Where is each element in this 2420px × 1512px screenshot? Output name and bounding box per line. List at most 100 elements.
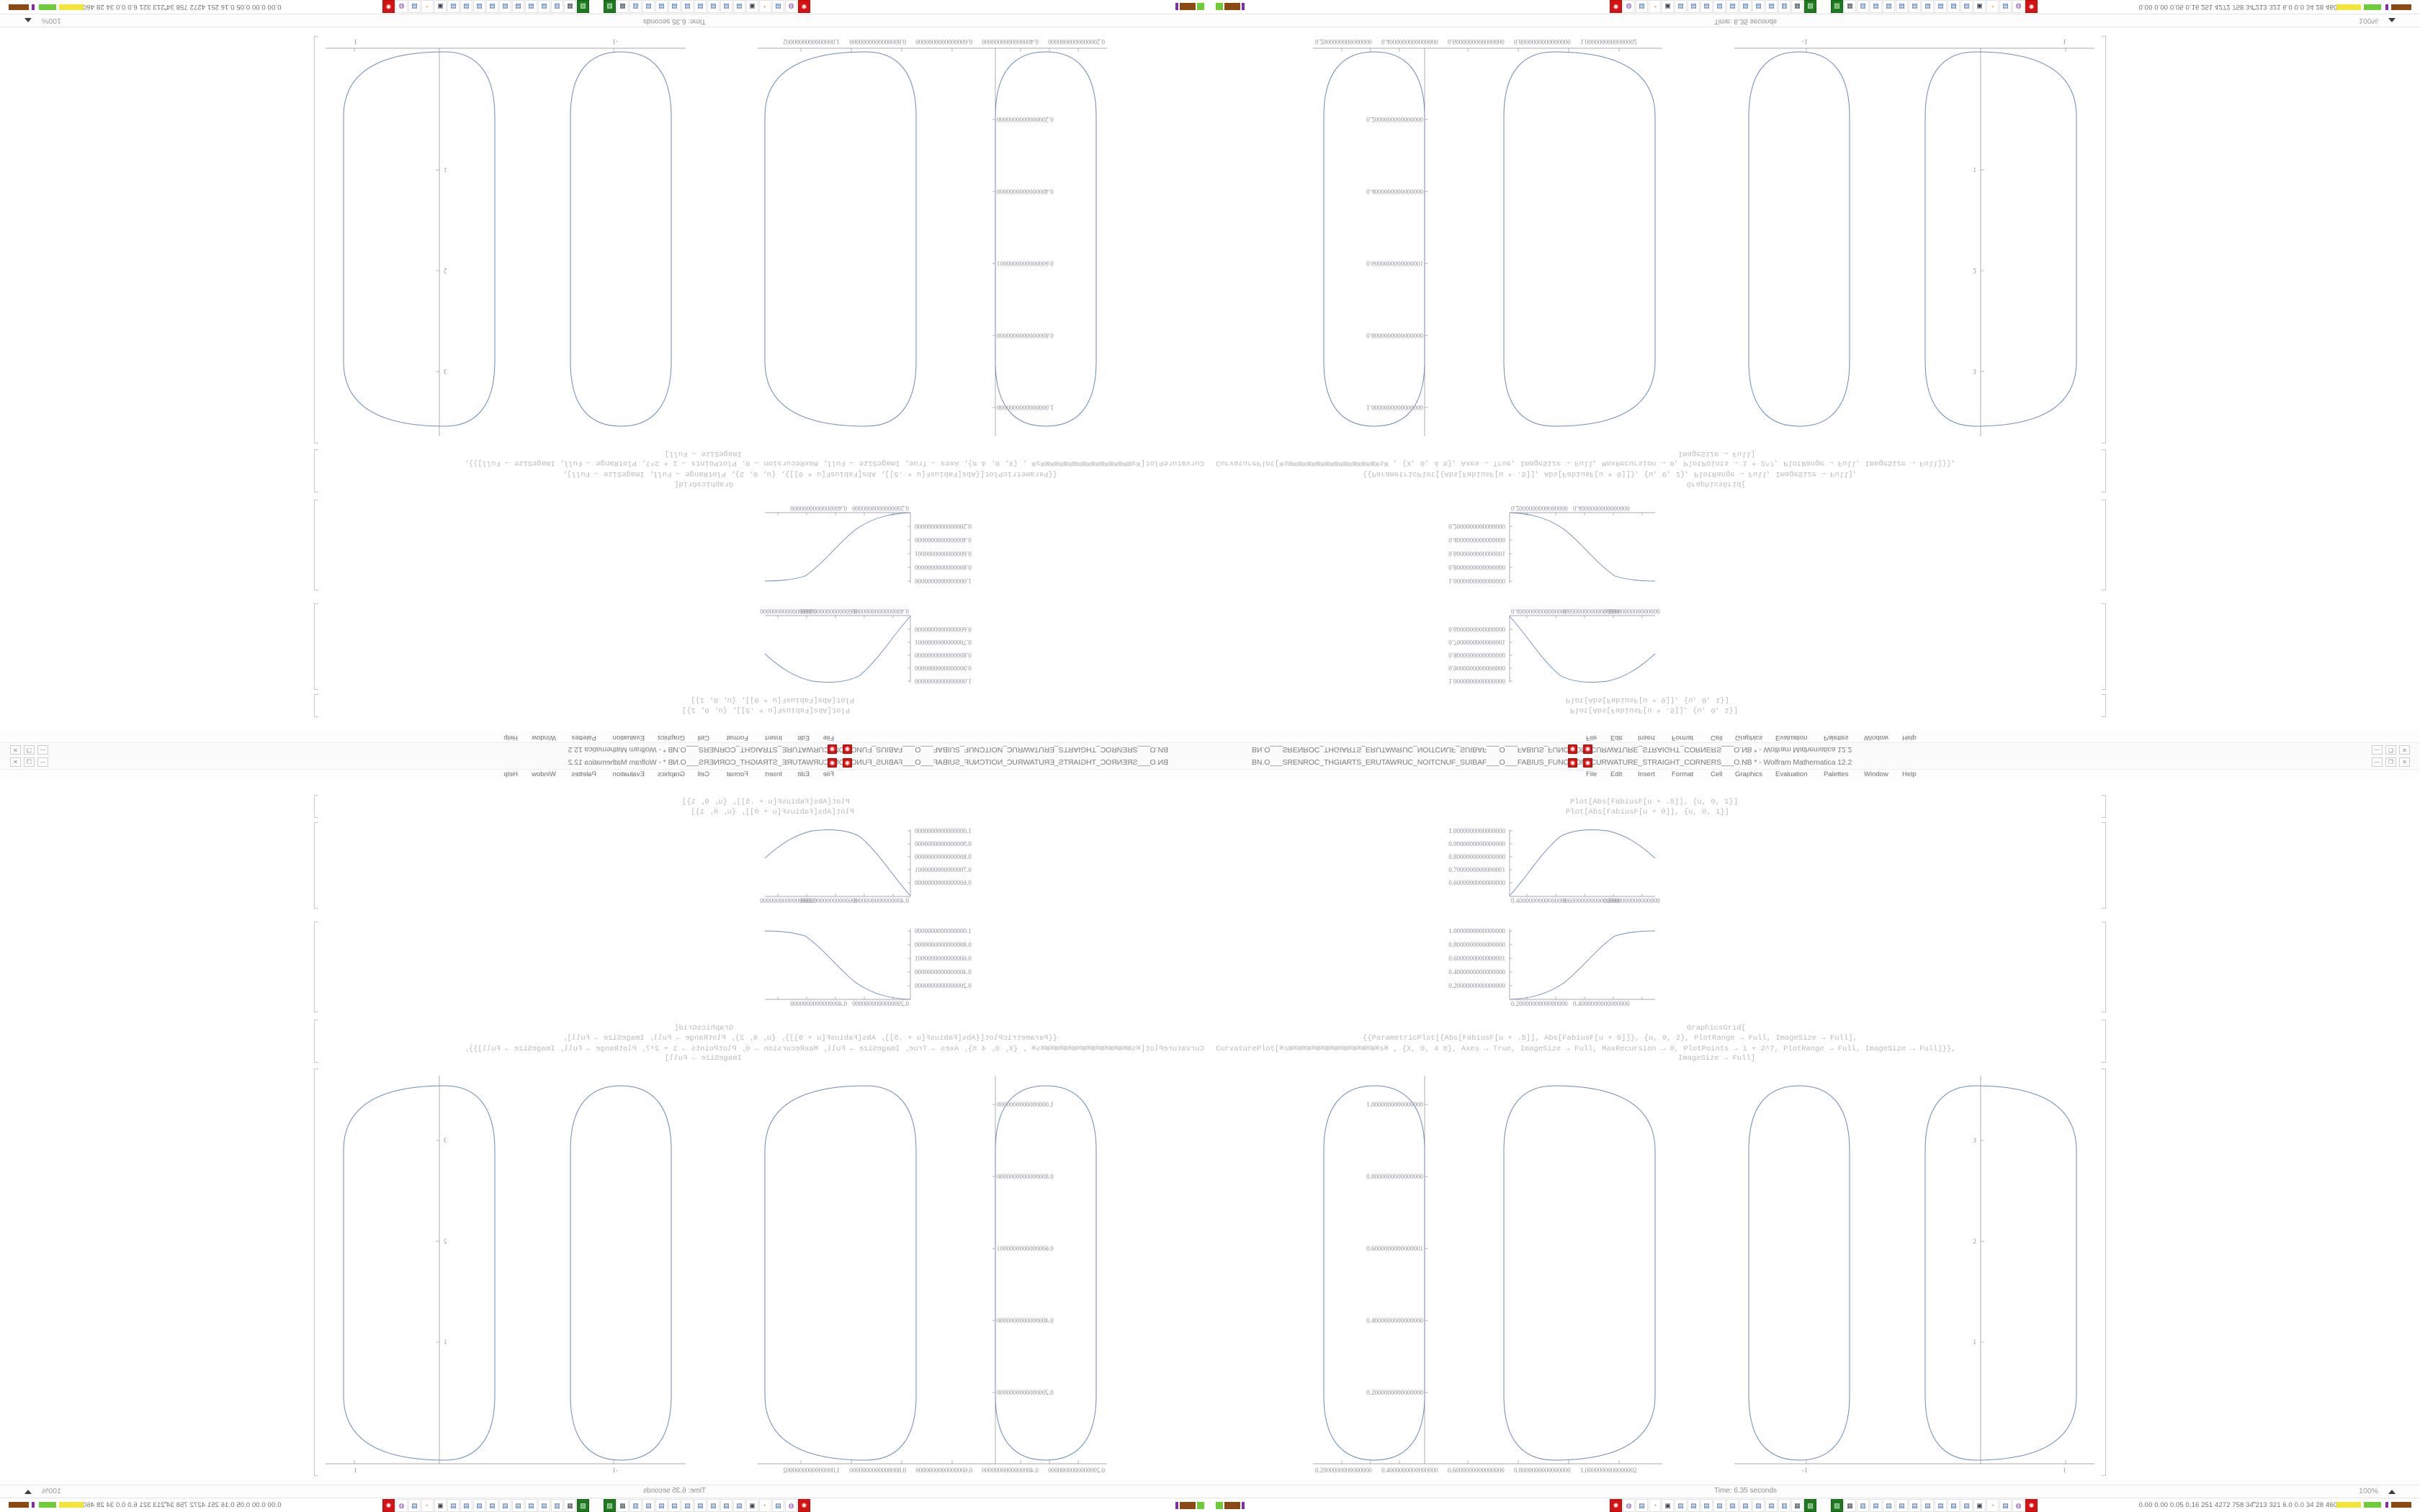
zoom-level[interactable]: 100% [2359,17,2378,25]
taskbar-icon-notebook-3[interactable]: ▤ [460,0,472,13]
kernel-quit-button[interactable]: ✺ [1583,758,1592,768]
input-graphicsgrid-line2[interactable]: CurvaturePlot[⌘s⊠⌘⊠⌘⊠⌘⊠⌘⊠⌘⊠⌘⊠⌘⊠⌘⊠⌘⊠⌘s⌘ ,… [464,1045,1204,1053]
taskbar-icon-wolfram[interactable]: ✺ [1610,1499,1622,1512]
input-line-plot-half[interactable]: Plot[Abs[FabiusF[u + .5]], {u, 0, 1}] [1570,706,1739,714]
taskbar-icon-notebook-9[interactable]: ▤ [642,0,655,13]
taskbar-icon-player[interactable]: ◍ [2012,1499,2025,1512]
notebook-body[interactable]: Plot[Abs[FabiusF[u + .5]], {u, 0, 1}] Pl… [1210,0,2420,732]
taskbar[interactable]: ✺ ◍ ▤ ◔ ▣ ▤ ▤ ▤ ▤ ▤ ▤ ▤ ▤ ▥ ▦ ▧ ▧ ▦ ▥ ▤ ▤ ▤ ▤ ▤ ▤ ▤ ▤ ▣ ◔ ▤ ◍ ✺ ⌃ 0.00 … [1210,1498,2420,1512]
taskbar-icon-notebook-9[interactable]: ▤ [538,0,550,13]
menu-item-edit[interactable]: Edit [1610,734,1623,742]
menu-item-evaluation[interactable]: Evaluation [1775,770,1808,778]
taskbar-icon-monitor[interactable]: ▣ [1973,1499,1986,1512]
taskbar-window-buttons[interactable] [1216,1500,1249,1511]
taskbar-icon-notebook-9[interactable]: ▤ [1870,0,1882,13]
taskbar-icon-wolfram[interactable]: ✺ [1610,0,1622,13]
taskbar-icon-firefox[interactable]: ◔ [421,0,434,13]
taskbar-icon-notebook-1[interactable]: ▤ [1999,1499,2012,1512]
taskbar[interactable]: ✺ ◍ ▤ ◔ ▣ ▤ ▤ ▤ ▤ ▤ ▤ ▤ ▤ ▥ ▦ ▧ ▧ ▦ ▥ ▤ ▤ ▤ ▤ ▤ ▤ ▤ ▤ ▣ ◔ ▤ ◍ ✺ ⌃ 0.00 … [0,1498,1210,1512]
taskbar-icon-terminal[interactable]: ▦ [1844,0,1856,13]
input-graphicsgrid-head[interactable]: GraphicsGrid[ [1687,1024,1746,1032]
taskbar-icon-monitor[interactable]: ▣ [434,1499,447,1512]
taskbar-icon-strip[interactable]: ✺ ◍ ▤ ◔ ▣ ▤ ▤ ▤ ▤ ▤ ▤ ▤ ▤ ▥ ▦ ▧ ▧ ▦ ▥ ▤ ▤ ▤ ▤ ▤ ▤ ▤ ▤ ▣ ◔ ▤ ◍ ✺ [1610,1499,2038,1512]
taskbar-icon-notebook-5[interactable]: ▤ [1922,0,1934,13]
taskbar-icon-notebook-8[interactable]: ▤ [525,1499,537,1512]
kernel-quit-button[interactable]: ✺ [1583,744,1592,754]
taskbar-icon-notebook-1[interactable]: ▤ [772,1499,784,1512]
menu-item-help[interactable]: Help [1902,770,1917,778]
menu-item-format[interactable]: Format [726,770,748,778]
cell-bracket-output-a[interactable] [314,603,318,690]
cell-bracket-output-a[interactable] [314,822,318,909]
input-line-plot-half[interactable]: Plot[Abs[FabiusF[u + .5]], {u, 0, 1}] [681,798,850,806]
taskbar-icon-notebook-3[interactable]: ▤ [1688,1499,1700,1512]
taskbar-icon-notebook-8[interactable]: ▤ [1883,1499,1895,1512]
menu-item-window[interactable]: Window [532,734,556,742]
taskbar-icon-strip[interactable]: ✺ ◍ ▤ ◔ ▣ ▤ ▤ ▤ ▤ ▤ ▤ ▤ ▤ ▥ ▦ ▧ ▧ ▦ ▥ ▤ ▤ ▤ ▤ ▤ ▤ ▤ ▤ ▣ ◔ ▤ ◍ ✺ [1610,0,2038,13]
cell-bracket-input-b[interactable] [314,1020,318,1063]
taskbar-icon-notebook-7[interactable]: ▤ [1896,0,1908,13]
taskbar-icon-notebook-4[interactable]: ▤ [1700,0,1713,13]
cell-bracket-output-a[interactable] [2102,603,2106,690]
zoom-level[interactable]: 100% [2359,1487,2378,1495]
cell-bracket-output-b[interactable] [314,922,318,1012]
taskbar-icon-firefox[interactable]: ◔ [421,1499,434,1512]
taskbar-icon-strip[interactable]: ✺ ◍ ▤ ◔ ▣ ▤ ▤ ▤ ▤ ▤ ▤ ▤ ▤ ▥ ▦ ▧ ▧ ▦ ▥ ▤ ▤ ▤ ▤ ▤ ▤ ▤ ▤ ▣ ◔ ▤ ◍ ✺ [382,1499,810,1512]
menu-item-insert[interactable]: Insert [765,734,782,742]
input-graphicsgrid-head[interactable]: GraphicsGrid[ [1687,480,1746,488]
output-graphicsgrid[interactable]: 1.0000000000000000 0.8000000000000000 0.… [323,1071,1204,1476]
taskbar-icon-firefox[interactable]: ◔ [1649,0,1661,13]
input-graphicsgrid-line1[interactable]: {{ParametricPlot[{Abs[FabiusF[u + .5]], … [1363,1034,1857,1043]
taskbar-icon-notebook-5[interactable]: ▤ [486,1499,498,1512]
notebook-body[interactable]: Plot[Abs[FabiusF[u + .5]], {u, 0, 1}] Pl… [0,0,1210,732]
taskbar-icon-notebook-2[interactable]: ▤ [447,1499,460,1512]
taskbar-icon-firefox[interactable]: ◔ [759,0,771,13]
taskbar-icon-notebook-4[interactable]: ▤ [473,1499,485,1512]
input-graphicsgrid-head[interactable]: GraphicsGrid[ [674,480,733,488]
menu-item-palettes[interactable]: Palettes [571,734,596,742]
cell-bracket-output-b[interactable] [314,500,318,590]
taskbar-icon-notebook-1[interactable]: ▤ [1636,0,1648,13]
taskbar-icon-notebook-9[interactable]: ▤ [538,1499,550,1512]
cell-bracket-output-a[interactable] [2102,822,2106,909]
zoom-caret-icon[interactable] [2388,1490,2396,1494]
menu-item-evaluation[interactable]: Evaluation [612,770,645,778]
kernel-quit-button[interactable]: ✺ [828,744,837,754]
taskbar-icon-notebook-8[interactable]: ▤ [1752,1499,1765,1512]
input-line-plot-zero[interactable]: Plot[Abs[FabiusF[u + 0]], {u, 0, 1}] [1566,808,1729,816]
taskbar-icon-wolfram[interactable]: ✺ [2025,0,2038,13]
taskbar-icon-notebook-7[interactable]: ▤ [512,0,524,13]
input-line-plot-half[interactable]: Plot[Abs[FabiusF[u + .5]], {u, 0, 1}] [681,706,850,714]
menu-item-cell[interactable]: Cell [697,734,709,742]
menu-item-graphics[interactable]: Graphics [657,770,685,778]
zoom-caret-icon[interactable] [24,18,32,22]
taskbar-icon-player[interactable]: ◍ [395,0,408,13]
taskbar-icon-save[interactable]: ▥ [551,0,563,13]
minimize-button[interactable]: — [2372,757,2383,767]
menu-item-evaluation[interactable]: Evaluation [1775,734,1808,742]
taskbar-icon-active-app[interactable]: ▧ [577,0,589,13]
output-plot-fabius-zero[interactable]: 1.0000000000000000 0.8000000000000000 0.… [763,924,1001,1009]
taskbar-icon-terminal[interactable]: ▦ [564,1499,576,1512]
taskbar-icon-notebook-7[interactable]: ▤ [668,0,681,13]
taskbar-icon-notebook-6[interactable]: ▤ [1909,1499,1921,1512]
taskbar-icon-notebook-5[interactable]: ▤ [1713,1499,1726,1512]
taskbar-icon-player[interactable]: ◍ [785,1499,797,1512]
maximize-button[interactable]: ❐ [2385,757,2396,767]
taskbar-icon-notebook-9[interactable]: ▤ [642,1499,655,1512]
taskbar-icon-notebook-7[interactable]: ▤ [1896,1499,1908,1512]
taskbar-icon-player[interactable]: ◍ [395,1499,408,1512]
taskbar-icon-notebook-2[interactable]: ▤ [1960,1499,1973,1512]
taskbar-icon-wolfram[interactable]: ✺ [2025,1499,2038,1512]
menu-item-file[interactable]: File [1586,734,1597,742]
cell-bracket-input-a[interactable] [314,694,318,717]
input-graphicsgrid-head[interactable]: GraphicsGrid[ [674,1024,733,1032]
kernel-quit-button[interactable]: ✺ [828,758,837,768]
taskbar-icon-notebook-3[interactable]: ▤ [720,0,732,13]
kernel-abort-button[interactable]: ✺ [843,744,852,754]
menu-item-window[interactable]: Window [532,770,556,778]
output-plot-fabius-half[interactable]: 1.0000000000000000 0.9000000000000000 0.… [1419,825,1660,904]
taskbar-icon-monitor[interactable]: ▣ [1662,1499,1674,1512]
taskbar-icon-notebook-6[interactable]: ▤ [681,0,694,13]
taskbar-icon-save[interactable]: ▥ [1857,1499,1869,1512]
